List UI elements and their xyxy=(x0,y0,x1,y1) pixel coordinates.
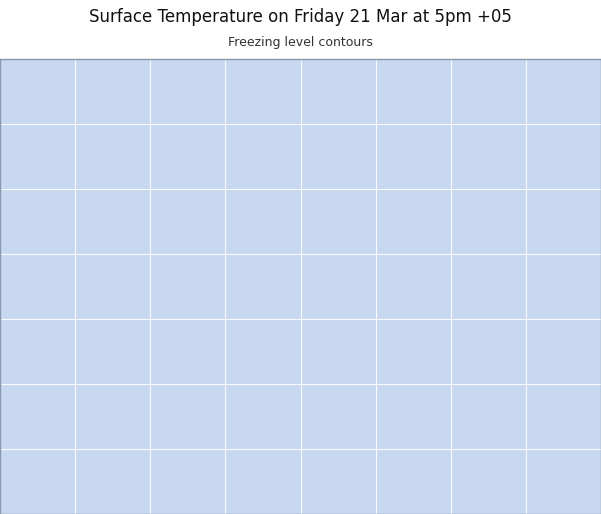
Text: Surface Temperature on Friday 21 Mar at 5pm +05: Surface Temperature on Friday 21 Mar at … xyxy=(89,8,512,26)
Text: Freezing level contours: Freezing level contours xyxy=(228,36,373,49)
